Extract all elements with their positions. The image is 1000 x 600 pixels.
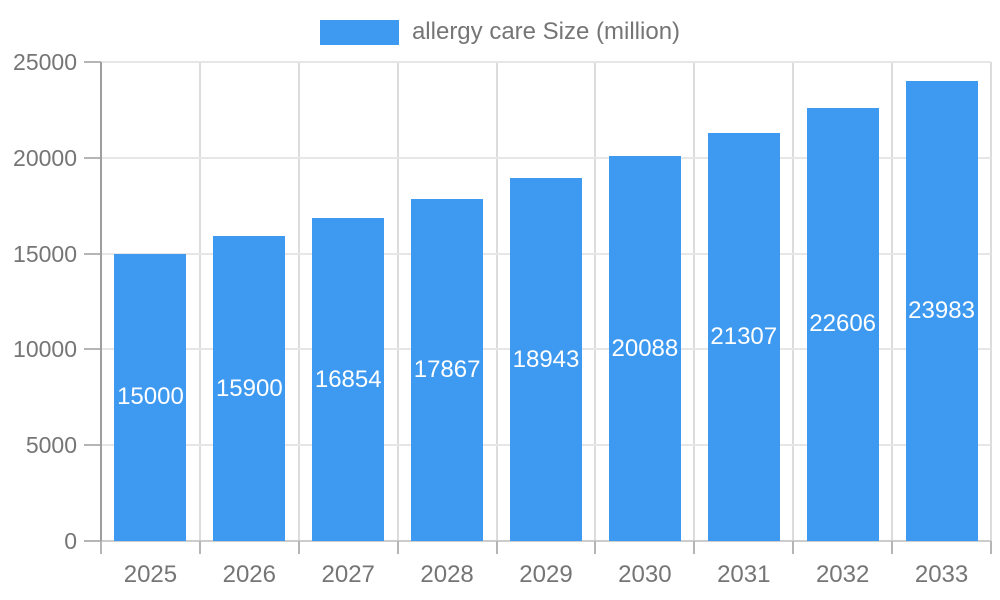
y-axis-tick [84,252,101,255]
chart-legend: allergy care Size (million) [0,18,1000,46]
bar-2027[interactable] [312,218,385,541]
horizontal-gridline [101,61,991,63]
vertical-gridline [693,62,696,541]
y-axis-tick [84,61,101,63]
x-axis-tick [100,541,102,554]
bar-value-label: 15000 [117,383,184,411]
horizontal-gridline [101,156,991,159]
x-axis-label: 2030 [618,561,672,588]
x-axis-label: 2025 [123,561,178,588]
bar-value-label: 22606 [809,310,877,338]
y-axis-tick [84,444,101,447]
bar-value-label: 20088 [611,334,679,362]
legend-swatch [319,19,399,45]
legend-label: allergy care Size (million) [411,18,681,45]
vertical-gridline [792,62,795,541]
bar-value-label: 17867 [413,355,481,383]
x-axis-label: 2032 [815,561,870,588]
x-axis-tick [792,541,795,554]
bar-2026[interactable] [213,236,286,541]
y-axis-label: 25000 [13,49,77,75]
x-axis-label: 2031 [717,561,771,588]
bar-2031[interactable] [707,132,780,541]
y-axis-tick [84,540,101,542]
x-axis-label: 2028 [420,561,474,588]
bar-2028[interactable] [411,198,484,541]
vertical-gridline [198,62,201,541]
x-axis-tick [297,541,300,554]
bar-2029[interactable] [510,178,582,541]
y-axis-label: 5000 [25,432,77,459]
vertical-gridline [495,62,498,541]
vertical-gridline [891,62,894,541]
bar-value-label: 23983 [908,297,975,325]
x-axis-tick [891,541,894,554]
y-axis-tick [84,156,101,159]
x-axis-tick [495,541,498,554]
bar-2030[interactable] [608,156,681,541]
x-axis-line [101,540,991,542]
vertical-gridline [396,62,399,541]
y-axis-label: 15000 [13,240,77,267]
x-axis-label: 2027 [321,561,375,588]
x-axis-label: 2029 [519,561,573,588]
x-axis-tick [693,541,696,554]
x-axis-tick [990,541,992,554]
x-axis-label: 2033 [914,561,969,588]
bar-2033[interactable] [905,81,978,541]
x-axis-label: 2026 [222,561,276,588]
y-axis-label: 20000 [13,144,77,171]
bar-value-label: 15900 [215,374,283,402]
vertical-gridline [594,62,597,541]
bar-2032[interactable] [806,107,879,541]
y-axis-tick [84,348,101,351]
bar-2025[interactable] [114,253,187,541]
y-axis-label: 10000 [13,336,77,363]
x-axis-tick [396,541,399,554]
y-axis-line [100,62,102,541]
x-axis-tick [198,541,201,554]
y-axis-label: 0 [64,528,77,554]
bar-value-label: 18943 [512,345,580,373]
vertical-gridline [990,62,992,541]
x-axis-tick [594,541,597,554]
bar-value-label: 21307 [710,322,778,350]
vertical-gridline [297,62,300,541]
bar-value-label: 16854 [314,365,382,393]
